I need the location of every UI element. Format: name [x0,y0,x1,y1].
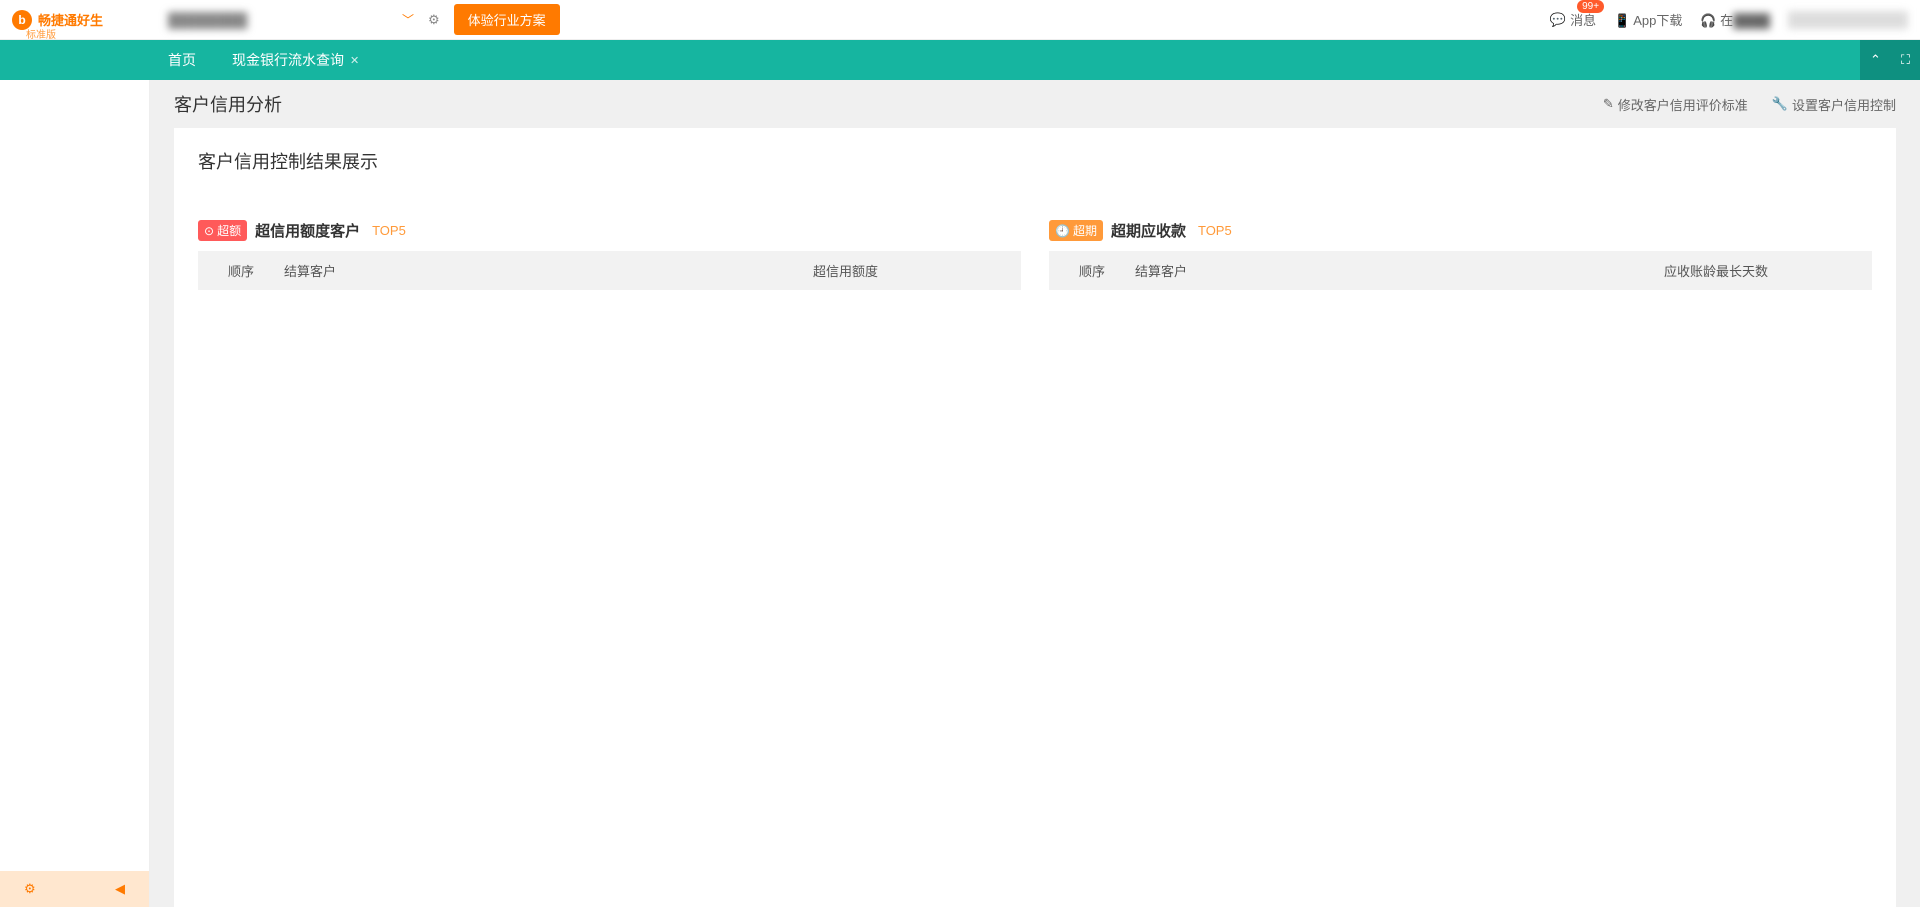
credit-control-label: 设置客户信用控制 [1792,95,1896,114]
phone-icon: 📱 [1614,13,1630,28]
th-val: 超信用额度 [813,261,1013,280]
tab-0[interactable]: 现金银行流水查询 ✕ [214,40,377,80]
over-credit-head: ⊙超额 超信用额度客户 TOP5 [198,220,1021,241]
tab-collapse-icon[interactable]: ⌃ [1860,52,1891,68]
tabstrip-tools: ⌃ ⛶ [1860,40,1920,80]
sidebar-footer: ⚙ ◀ [0,871,149,907]
tables-row: ⊙超额 超信用额度客户 TOP5 顺序 结算客户 超信用额度 [198,220,1872,290]
credit-control-link[interactable]: 🔧设置客户信用控制 [1772,95,1896,114]
sidebar: ⚙ ◀ [0,80,150,907]
overdue-head: 🕘超期 超期应收款 TOP5 [1049,220,1872,241]
th-val: 应收账龄最长天数 [1664,261,1864,280]
top5-label-2: TOP5 [1198,223,1232,238]
trial-button[interactable]: 体验行业方案 [454,4,560,35]
page-title: 客户信用分析 [174,91,282,117]
user-area[interactable] [1788,11,1908,29]
overdue-thead: 顺序 结算客户 应收账龄最长天数 [1049,251,1872,290]
service-label: 在 [1720,13,1733,28]
tab-home-label: 首页 [168,50,196,70]
service-link[interactable]: 🎧 在████ [1700,10,1770,29]
tabstrip: 首页 现金银行流水查询 ✕ ⌃ ⛶ [0,40,1920,80]
content: 客户信用分析 ✎修改客户信用评价标准 🔧设置客户信用控制 客户信用控制结果展示 … [150,80,1920,907]
messages-badge: 99+ [1577,0,1604,13]
collapse-sidebar-icon[interactable]: ◀ [115,881,125,897]
tab-label: 现金银行流水查询 [232,50,344,70]
page-actions: ✎修改客户信用评价标准 🔧设置客户信用控制 [1603,95,1896,114]
over-credit-title: 超信用额度客户 [255,220,360,241]
over-credit-table: ⊙超额 超信用额度客户 TOP5 顺序 结算客户 超信用额度 [198,220,1021,290]
over-credit-tag-label: 超额 [217,222,241,239]
topbar: b 畅捷通好生 ████████ ﹀ ⚙ 体验行业方案 💬 消息 99+ 📱 A… [0,0,1920,40]
panel-title: 客户信用控制结果展示 [198,148,1872,174]
th-name: 结算客户 [276,261,813,280]
tab-expand-icon[interactable]: ⛶ [1891,52,1920,68]
overdue-tag-label: 超期 [1073,222,1097,239]
over-credit-tag: ⊙超额 [198,220,247,241]
th-idx: 顺序 [1057,261,1127,280]
edit-icon: ✎ [1603,96,1614,112]
overdue-title: 超期应收款 [1111,220,1186,241]
edit-criteria-label: 修改客户信用评价标准 [1618,95,1748,114]
settings-icon[interactable]: ⚙ [24,881,36,897]
th-name: 结算客户 [1127,261,1664,280]
headset-icon: 🎧 [1700,13,1716,28]
org-selector[interactable]: ████████ [168,12,388,28]
app-download-label: App下载 [1633,13,1682,28]
over-credit-thead: 顺序 结算客户 超信用额度 [198,251,1021,290]
messages-link[interactable]: 💬 消息 99+ [1550,10,1596,29]
overdue-tag: 🕘超期 [1049,220,1103,241]
service-blur: ████ [1733,13,1770,28]
chevron-down-icon[interactable]: ﹀ [402,11,414,28]
overdue-table: 🕘超期 超期应收款 TOP5 顺序 结算客户 应收账龄最长天数 [1049,220,1872,290]
tab-home[interactable]: 首页 [150,40,214,80]
wrench-icon: 🔧 [1772,96,1788,112]
tab-close-icon[interactable]: ✕ [350,54,359,67]
chat-icon: 💬 [1550,12,1566,28]
top5-label: TOP5 [372,223,406,238]
edit-criteria-link[interactable]: ✎修改客户信用评价标准 [1603,95,1748,114]
brand-edition: 标准版 [26,26,56,41]
topbar-right: 💬 消息 99+ 📱 App下载 🎧 在████ [1550,10,1908,29]
gear-icon[interactable]: ⚙ [428,12,440,28]
app-download-link[interactable]: 📱 App下载 [1614,10,1682,29]
page-head: 客户信用分析 ✎修改客户信用评价标准 🔧设置客户信用控制 [150,80,1920,128]
panel: 客户信用控制结果展示 ⊙超额 超信用额度客户 TOP5 顺序 结算客户 [174,128,1896,907]
th-idx: 顺序 [206,261,276,280]
